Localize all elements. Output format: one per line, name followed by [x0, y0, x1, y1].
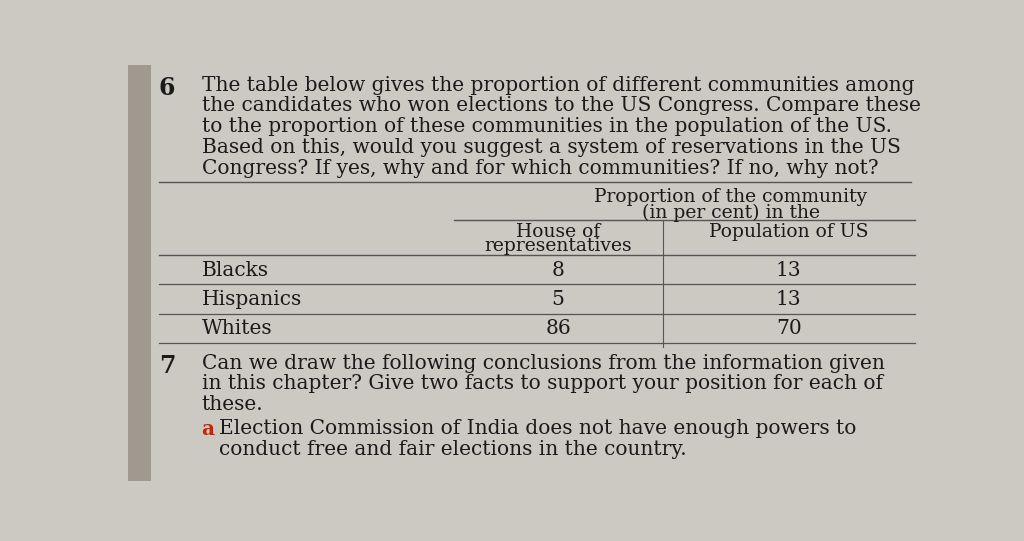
Bar — [128, 65, 152, 481]
Text: 13: 13 — [776, 261, 802, 280]
Text: 7: 7 — [159, 354, 175, 378]
Text: Hispanics: Hispanics — [202, 290, 302, 309]
Text: in this chapter? Give two facts to support your position for each of: in this chapter? Give two facts to suppo… — [202, 374, 883, 393]
Text: 13: 13 — [776, 290, 802, 309]
Text: Proportion of the community: Proportion of the community — [594, 188, 867, 206]
Text: 5: 5 — [552, 290, 564, 309]
Text: 8: 8 — [552, 261, 564, 280]
Text: Election Commission of India does not have enough powers to: Election Commission of India does not ha… — [219, 419, 856, 438]
Text: Congress? If yes, why and for which communities? If no, why not?: Congress? If yes, why and for which comm… — [202, 159, 879, 178]
Text: Population of US: Population of US — [709, 223, 868, 241]
Text: Blacks: Blacks — [202, 261, 268, 280]
Text: these.: these. — [202, 395, 263, 414]
Text: 86: 86 — [545, 319, 571, 338]
Text: a: a — [202, 419, 215, 439]
Text: 6: 6 — [159, 76, 175, 101]
Text: the candidates who won elections to the US Congress. Compare these: the candidates who won elections to the … — [202, 96, 921, 115]
Text: Can we draw the following conclusions from the information given: Can we draw the following conclusions fr… — [202, 354, 885, 373]
Text: (in per cent) in the: (in per cent) in the — [642, 203, 819, 222]
Text: representatives: representatives — [484, 237, 632, 255]
Text: House of: House of — [516, 223, 600, 241]
Text: conduct free and fair elections in the country.: conduct free and fair elections in the c… — [219, 440, 686, 459]
Text: Whites: Whites — [202, 319, 272, 338]
Text: Based on this, would you suggest a system of reservations in the US: Based on this, would you suggest a syste… — [202, 138, 900, 157]
Text: 70: 70 — [776, 319, 802, 338]
Text: The table below gives the proportion of different communities among: The table below gives the proportion of … — [202, 76, 914, 95]
Text: to the proportion of these communities in the population of the US.: to the proportion of these communities i… — [202, 117, 892, 136]
